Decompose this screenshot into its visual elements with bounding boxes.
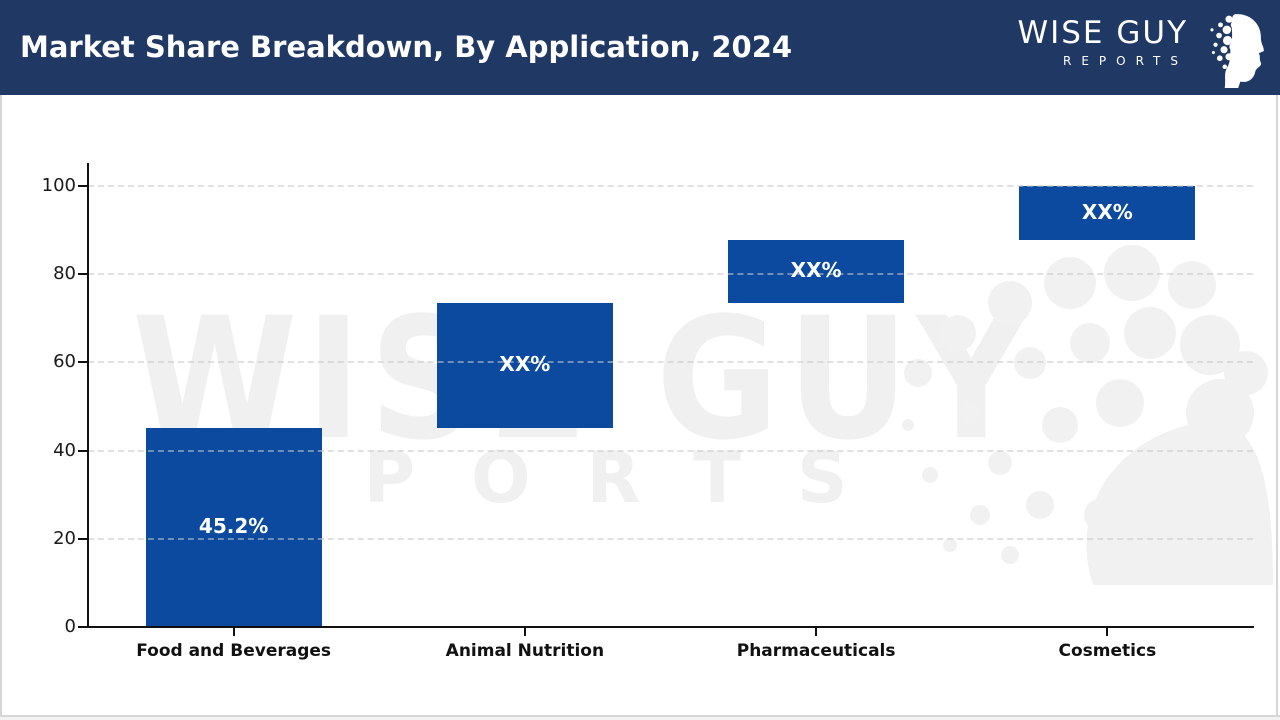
- chart-title: Market Share Breakdown, By Application, …: [20, 30, 793, 64]
- gridline-100: [88, 185, 1253, 187]
- y-tick-label-20: 20: [53, 527, 76, 549]
- watermark-dotted-head: [902, 245, 1273, 585]
- frame-bottom: [0, 715, 1280, 717]
- x-tick-mark-0: [232, 627, 235, 636]
- bar-value-label: XX%: [499, 352, 551, 377]
- gridline-20: [88, 537, 1253, 540]
- y-tick-mark-40: [78, 449, 87, 452]
- bar-value-label: XX%: [790, 258, 842, 283]
- header-band: Market Share Breakdown, By Application, …: [0, 0, 1280, 95]
- y-tick-mark-100: [78, 185, 87, 187]
- y-tick-label-0: 0: [64, 616, 76, 637]
- bar-value-label: XX%: [1081, 199, 1133, 224]
- y-axis-line: [87, 163, 89, 627]
- brand-subname: REPORTS: [1062, 54, 1188, 68]
- brand-logo-text: WISE GUY REPORTS: [1017, 16, 1188, 70]
- x-category-label: Cosmetics: [1058, 641, 1157, 661]
- x-tick-mark-1: [523, 627, 526, 636]
- gridline-60: [88, 361, 1253, 364]
- bar-value-label: 45.2%: [198, 514, 269, 539]
- x-category-label: Animal Nutrition: [445, 641, 605, 661]
- bar-segment: [436, 302, 613, 428]
- x-tick-mark-2: [815, 627, 818, 636]
- y-tick-label-40: 40: [53, 439, 76, 461]
- x-tick-mark-3: [1106, 627, 1109, 636]
- brand-logo: WISE GUY REPORTS: [1016, 10, 1266, 88]
- frame-left: [0, 95, 2, 718]
- bar-segment: [728, 239, 905, 303]
- gridline-80: [88, 273, 1253, 276]
- x-category-label: Food and Beverages: [136, 641, 332, 661]
- y-tick-mark-0: [78, 626, 87, 628]
- y-tick-label-80: 80: [53, 263, 76, 285]
- y-tick-label-100: 100: [41, 175, 76, 196]
- frame-bottom-soft: [0, 717, 1280, 720]
- y-tick-mark-20: [78, 537, 87, 540]
- gridline-40: [88, 449, 1253, 452]
- x-axis-line: [86, 626, 1254, 628]
- brand-name: WISE GUY: [1017, 15, 1188, 51]
- x-category-label: Pharmaceuticals: [736, 641, 896, 661]
- dotted-head-icon: [1210, 14, 1264, 88]
- bar-segment: [145, 427, 322, 627]
- frame-right: [1276, 95, 1278, 718]
- y-tick-mark-60: [78, 361, 87, 364]
- y-tick-mark-80: [78, 273, 87, 276]
- y-tick-label-60: 60: [53, 351, 76, 373]
- bar-segment: [1019, 186, 1196, 240]
